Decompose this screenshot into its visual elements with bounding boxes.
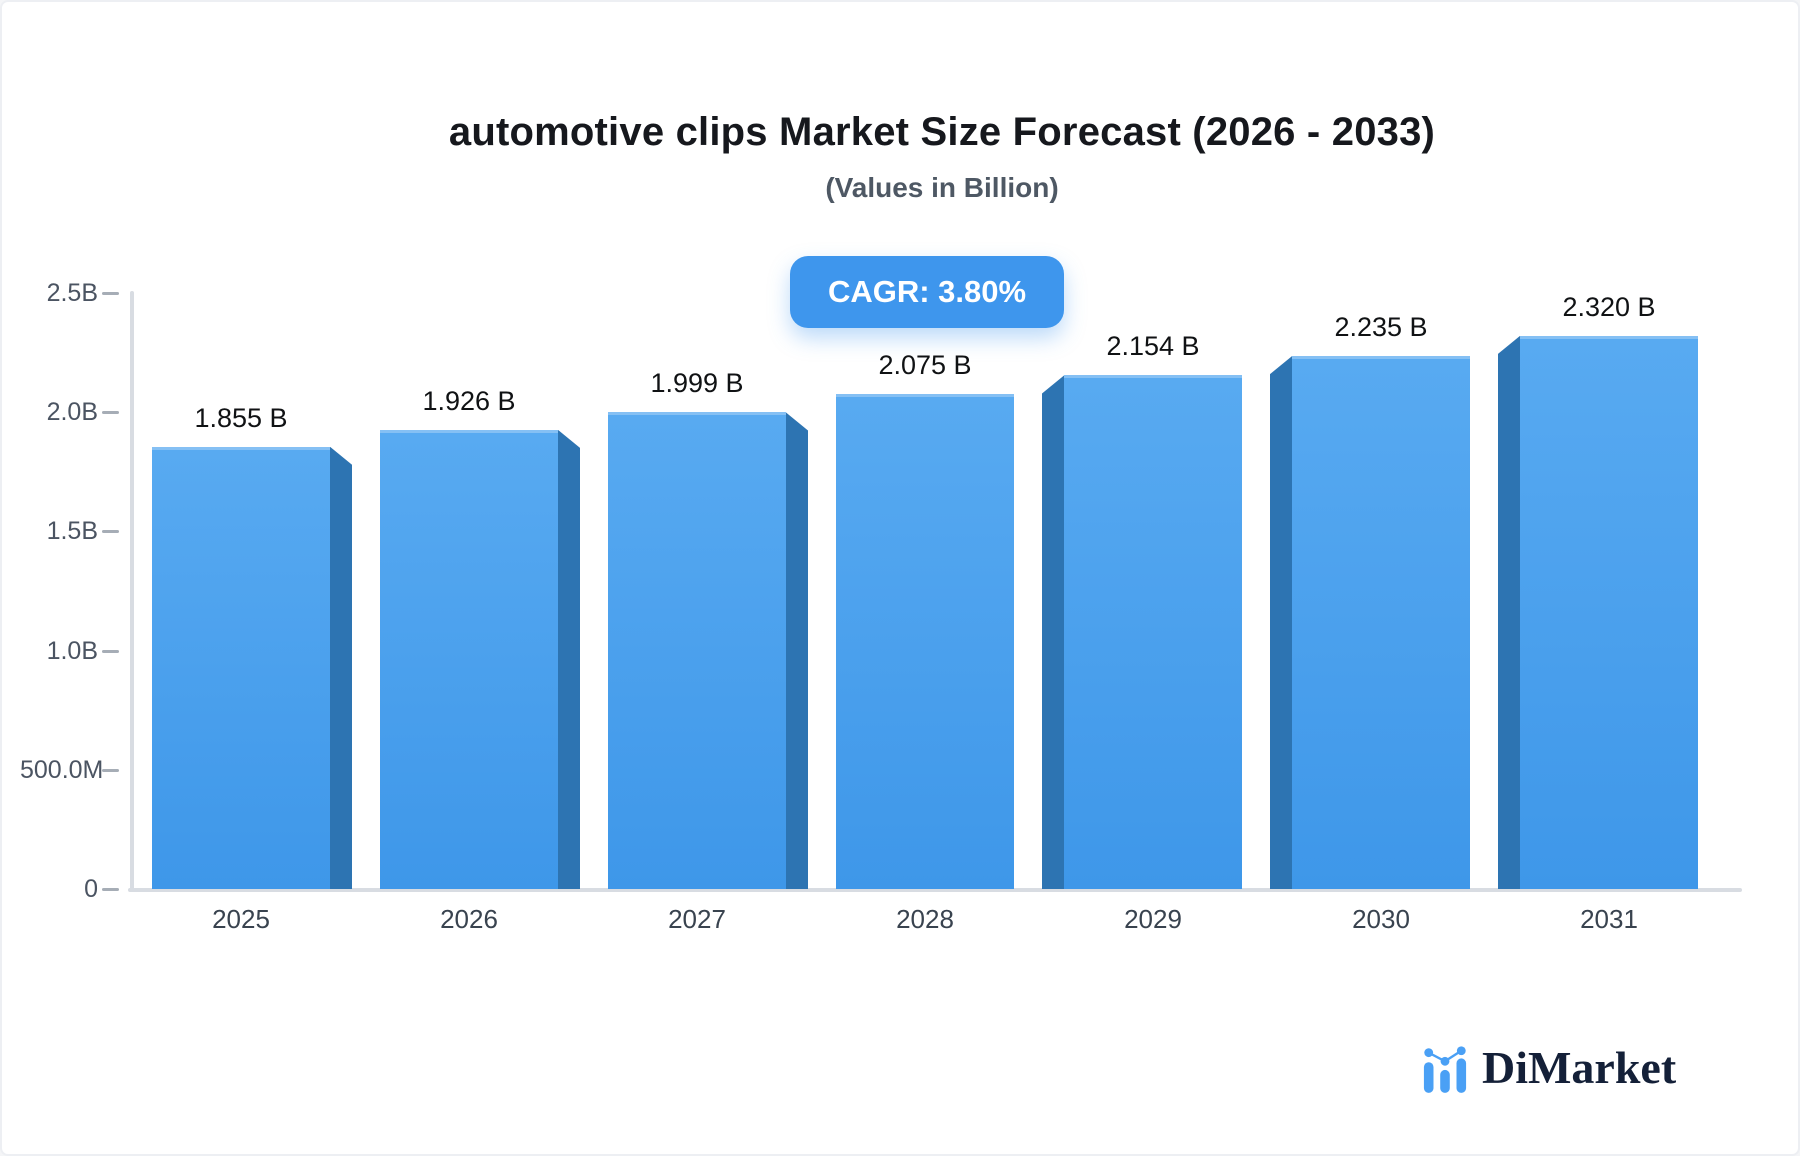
bar-side-2026 [558, 429, 580, 889]
y-tick-label: 1.5B [46, 517, 98, 546]
bar-value-label-2029: 2.154 B [1106, 331, 1200, 362]
brand-logo: DiMarket [1422, 1042, 1676, 1094]
bar-chart-logo-icon [1422, 1043, 1468, 1093]
y-tick-mark [102, 411, 119, 415]
cagr-badge-label: CAGR: 3.80% [827, 274, 1027, 309]
y-tick-mark [102, 530, 119, 534]
y-tick-mark [102, 292, 119, 295]
bar-2031[interactable] [1520, 335, 1698, 889]
bar-side-2029 [1042, 375, 1064, 889]
bar-2029[interactable] [1064, 375, 1242, 889]
y-tick-label: 0 [84, 875, 98, 903]
chart-subtitle: (Values in Billion) [825, 172, 1059, 203]
y-tick-mark [102, 768, 119, 772]
bar-value-label-2030: 2.235 B [1334, 312, 1428, 343]
bar-2028[interactable] [836, 394, 1014, 889]
y-tick-label: 2.0B [46, 398, 98, 427]
x-axis-label-2028: 2028 [896, 904, 954, 934]
bar-value-label-2025: 1.855 B [194, 402, 288, 433]
bar-2026[interactable] [380, 429, 558, 889]
x-axis-label-2027: 2027 [668, 904, 726, 934]
bar-2027[interactable] [608, 412, 786, 889]
bar-value-label-2026: 1.926 B [422, 385, 516, 416]
chart-title: automotive clips Market Size Forecast (2… [448, 110, 1436, 154]
cagr-badge: CAGR: 3.80% [790, 256, 1064, 328]
bar-value-label-2028: 2.075 B [878, 350, 972, 381]
bar-2030[interactable] [1292, 356, 1470, 889]
y-tick-label: 500.0M [20, 755, 104, 784]
x-axis-label-2030: 2030 [1352, 904, 1410, 934]
brand-name: DiMarket [1482, 1042, 1677, 1093]
bar-side-2030 [1270, 356, 1292, 889]
x-axis-label-2031: 2031 [1580, 904, 1638, 934]
x-axis-label-2026: 2026 [440, 904, 498, 934]
x-axis-label-2029: 2029 [1124, 904, 1182, 934]
bar-side-2031 [1498, 335, 1520, 889]
y-tick-mark [102, 649, 119, 653]
bar-value-label-2027: 1.999 B [650, 368, 744, 399]
x-axis-line [128, 888, 1742, 892]
y-tick-label: 2.5B [46, 279, 98, 307]
bar-side-2027 [786, 412, 808, 889]
bar-2025[interactable] [152, 446, 330, 889]
bar-value-label-2031: 2.320 B [1562, 291, 1656, 322]
bar-side-2025 [330, 446, 352, 889]
y-axis-line [130, 291, 134, 891]
y-tick-mark [102, 888, 119, 891]
y-tick-label: 1.0B [46, 636, 98, 665]
x-axis-label-2025: 2025 [212, 904, 270, 934]
